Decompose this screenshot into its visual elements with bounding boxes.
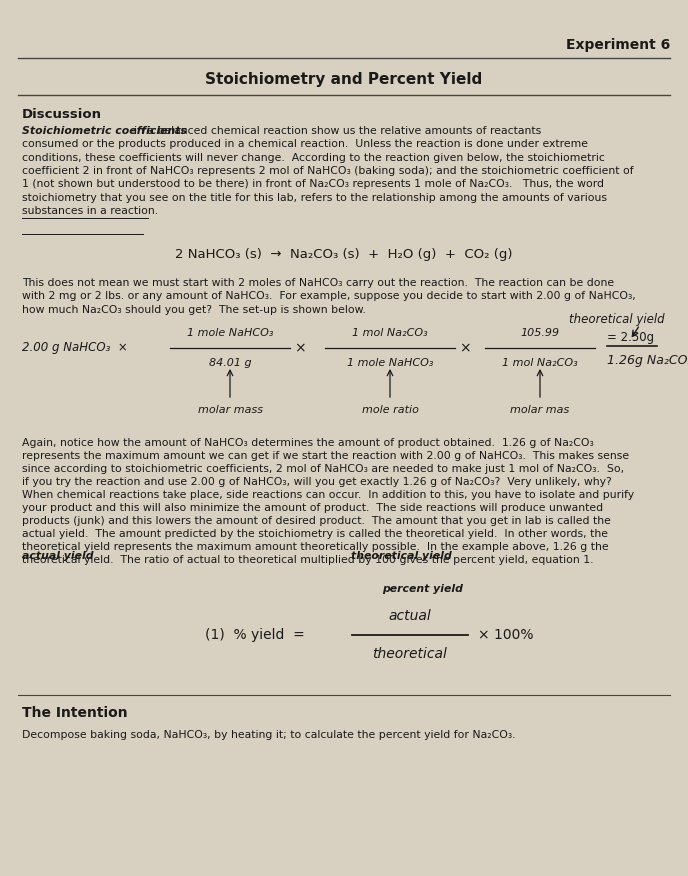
Text: ×: × xyxy=(294,341,305,355)
Text: 1.26g Na₂CO₃: 1.26g Na₂CO₃ xyxy=(607,354,688,367)
Text: mole ratio: mole ratio xyxy=(362,405,418,415)
Text: molar mass: molar mass xyxy=(197,405,263,415)
Text: (1)  % yield  =: (1) % yield = xyxy=(205,628,305,642)
Text: 1 mole NaHCO₃: 1 mole NaHCO₃ xyxy=(187,328,273,338)
Text: theoretical yield: theoretical yield xyxy=(570,313,665,326)
Text: 84.01 g: 84.01 g xyxy=(208,358,251,368)
Text: Discussion: Discussion xyxy=(22,108,102,121)
Text: percent yield: percent yield xyxy=(382,583,463,594)
Text: 1 mole NaHCO₃: 1 mole NaHCO₃ xyxy=(347,358,433,368)
Text: 1 mol Na₂CO₃: 1 mol Na₂CO₃ xyxy=(352,328,428,338)
Text: 2.00 g NaHCO₃  ×: 2.00 g NaHCO₃ × xyxy=(22,342,128,355)
Text: actual yield: actual yield xyxy=(22,551,94,562)
Text: = 2.50g: = 2.50g xyxy=(607,331,654,344)
Text: actual: actual xyxy=(389,609,431,623)
Text: in a balanced chemical reaction show us the relative amounts of reactants
consum: in a balanced chemical reaction show us … xyxy=(22,126,634,216)
Text: ×: × xyxy=(459,341,471,355)
Text: Experiment 6: Experiment 6 xyxy=(566,38,670,52)
Text: Again, notice how the amount of NaHCO₃ determines the amount of product obtained: Again, notice how the amount of NaHCO₃ d… xyxy=(22,438,634,565)
Text: The Intention: The Intention xyxy=(22,706,128,720)
Text: 2 NaHCO₃ (s)  →  Na₂CO₃ (s)  +  H₂O (g)  +  CO₂ (g): 2 NaHCO₃ (s) → Na₂CO₃ (s) + H₂O (g) + CO… xyxy=(175,248,513,261)
Text: This does not mean we must start with 2 moles of NaHCO₃ carry out the reaction. : This does not mean we must start with 2 … xyxy=(22,278,636,314)
Text: × 100%: × 100% xyxy=(478,628,533,642)
Text: Decompose baking soda, NaHCO₃, by heating it; to calculate the percent yield for: Decompose baking soda, NaHCO₃, by heatin… xyxy=(22,730,515,740)
Text: 1 mol Na₂CO₃: 1 mol Na₂CO₃ xyxy=(502,358,578,368)
Text: theoretical yield: theoretical yield xyxy=(351,551,452,562)
Text: molar mas: molar mas xyxy=(510,405,570,415)
Text: Stoichiometric coefficients: Stoichiometric coefficients xyxy=(22,126,187,136)
Text: theoretical: theoretical xyxy=(373,647,447,661)
Text: Stoichiometry and Percent Yield: Stoichiometry and Percent Yield xyxy=(206,72,482,87)
Text: 105.99: 105.99 xyxy=(520,328,559,338)
